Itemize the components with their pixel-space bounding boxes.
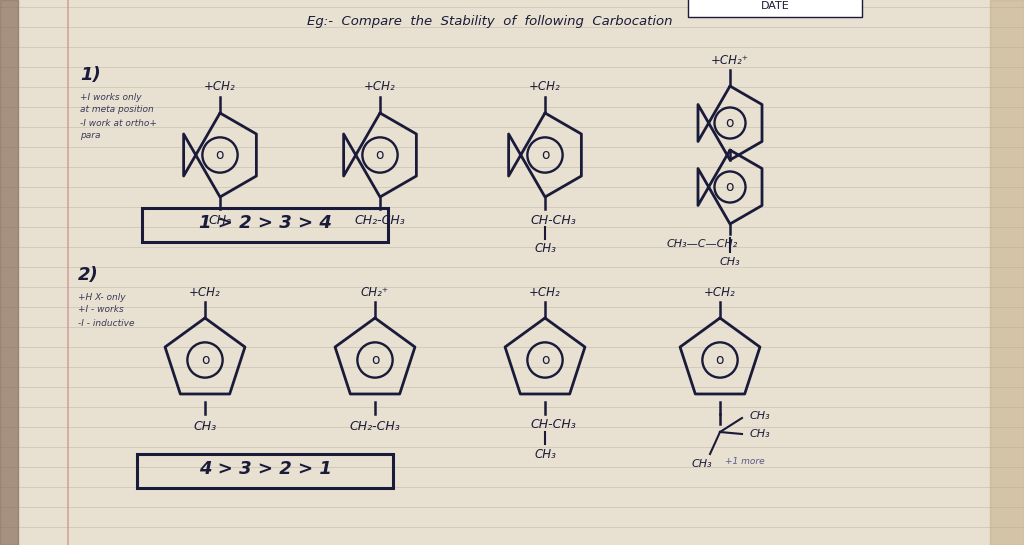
Text: CH-CH₃: CH-CH₃ — [530, 214, 575, 227]
Text: -I work at ortho+: -I work at ortho+ — [80, 118, 157, 128]
Text: +I - works: +I - works — [78, 306, 124, 314]
Text: o: o — [541, 148, 549, 162]
Text: o: o — [371, 353, 379, 367]
Text: +CH₂: +CH₂ — [529, 81, 561, 94]
Text: +H X- only: +H X- only — [78, 293, 126, 301]
Text: CH₃: CH₃ — [750, 411, 770, 421]
Text: CH-CH₃: CH-CH₃ — [530, 419, 575, 432]
Text: +1 more: +1 more — [725, 457, 765, 467]
Text: CH₃: CH₃ — [535, 243, 556, 256]
Text: CH₃: CH₃ — [194, 420, 216, 433]
Text: at meta position: at meta position — [80, 106, 154, 114]
Text: CH₂⁺: CH₂⁺ — [360, 286, 389, 299]
Text: o: o — [716, 353, 724, 367]
Text: +CH₂: +CH₂ — [365, 81, 396, 94]
Text: +CH₂: +CH₂ — [705, 286, 736, 299]
Text: 1 > 2 > 3 > 4: 1 > 2 > 3 > 4 — [199, 214, 332, 232]
Text: +CH₂: +CH₂ — [189, 286, 221, 299]
Bar — [990, 0, 1024, 545]
Text: CH₃: CH₃ — [691, 459, 713, 469]
Text: para: para — [80, 131, 100, 141]
Text: CH₃: CH₃ — [535, 447, 556, 461]
Text: CH₃—C—CH₂: CH₃—C—CH₂ — [667, 239, 737, 249]
Text: 1): 1) — [80, 66, 100, 84]
Text: CH₂-CH₃: CH₂-CH₃ — [349, 420, 400, 433]
Text: CH₃: CH₃ — [209, 215, 231, 227]
Text: CH₂-CH₃: CH₂-CH₃ — [354, 215, 406, 227]
Text: +I works only: +I works only — [80, 93, 141, 101]
Text: o: o — [201, 353, 209, 367]
Text: 2): 2) — [78, 266, 98, 284]
Text: CH₃: CH₃ — [720, 257, 740, 267]
Text: o: o — [376, 148, 384, 162]
Text: o: o — [541, 353, 549, 367]
FancyBboxPatch shape — [688, 0, 862, 17]
Text: CH₃: CH₃ — [750, 429, 770, 439]
Text: o: o — [216, 148, 224, 162]
Text: Eg:-  Compare  the  Stability  of  following  Carbocation: Eg:- Compare the Stability of following … — [307, 15, 673, 27]
Text: +CH₂⁺: +CH₂⁺ — [711, 53, 749, 66]
Text: -I - inductive: -I - inductive — [78, 318, 134, 328]
Text: DATE: DATE — [761, 1, 790, 11]
Bar — [0, 0, 18, 545]
Text: +CH₂: +CH₂ — [529, 286, 561, 299]
Text: +CH₂: +CH₂ — [204, 81, 236, 94]
Text: o: o — [726, 116, 734, 130]
Text: o: o — [726, 180, 734, 194]
Text: 4 > 3 > 2 > 1: 4 > 3 > 2 > 1 — [199, 460, 332, 478]
